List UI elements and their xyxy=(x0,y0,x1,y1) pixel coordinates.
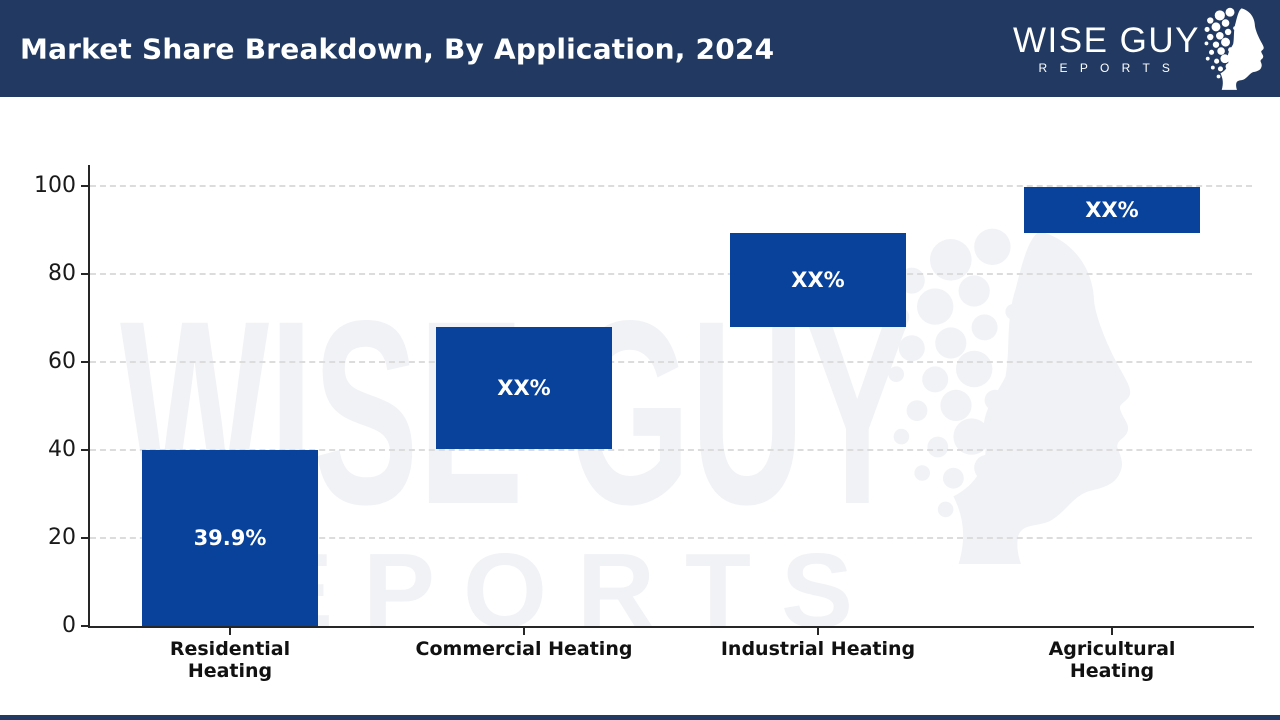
y-tick-label-0: 0 xyxy=(62,613,76,638)
logo-text: WISE GUY R E P O R T S xyxy=(1013,23,1200,75)
wiseguy-head-icon xyxy=(1204,7,1264,90)
gridline-80 xyxy=(90,273,1252,275)
y-tick-60 xyxy=(81,361,90,363)
x-axis-line xyxy=(88,626,1254,628)
gridline-20 xyxy=(90,537,1252,539)
x-tick-4 xyxy=(1111,628,1113,635)
y-tick-label-60: 60 xyxy=(48,349,76,374)
y-tick-40 xyxy=(81,449,90,451)
gridline-100 xyxy=(90,185,1252,187)
y-tick-80 xyxy=(81,273,90,275)
x-tick-3 xyxy=(817,628,819,635)
logo-wordmark: WISE GUY xyxy=(1012,20,1200,60)
chart-title: Market Share Breakdown, By Application, … xyxy=(20,32,775,65)
y-axis-line xyxy=(88,165,90,628)
bar-value-label: XX% xyxy=(1085,197,1139,222)
gridline-40 xyxy=(90,449,1252,451)
wiseguy-logo: WISE GUY R E P O R T S xyxy=(1013,5,1272,92)
x-tick-1 xyxy=(229,628,231,635)
y-tick-label-40: 40 xyxy=(48,437,76,462)
x-category-label-1: Residential Heating xyxy=(169,638,291,682)
logo-subtext: R E P O R T S xyxy=(1038,60,1175,75)
x-category-label-4: Agricultural Heating xyxy=(1048,638,1176,682)
y-tick-label-100: 100 xyxy=(34,173,76,198)
header-bar: Market Share Breakdown, By Application, … xyxy=(0,0,1280,97)
bar-value-label: 39.9% xyxy=(193,526,267,551)
bar-1: 39.9% xyxy=(142,450,318,626)
x-tick-2 xyxy=(523,628,525,635)
bar-3: XX% xyxy=(730,233,906,327)
bar-4: XX% xyxy=(1024,186,1200,233)
footer-bar xyxy=(0,715,1280,720)
bar-2: XX% xyxy=(436,326,612,450)
y-tick-label-20: 20 xyxy=(48,525,76,550)
y-tick-100 xyxy=(81,185,90,187)
gridline-60 xyxy=(90,361,1252,363)
y-tick-label-80: 80 xyxy=(48,261,76,286)
x-category-label-2: Commercial Heating xyxy=(415,638,633,660)
bar-value-label: XX% xyxy=(497,375,551,400)
y-tick-0 xyxy=(81,625,90,627)
y-tick-20 xyxy=(81,537,90,539)
x-category-label-3: Industrial Heating xyxy=(720,638,916,660)
bar-value-label: XX% xyxy=(791,267,845,292)
